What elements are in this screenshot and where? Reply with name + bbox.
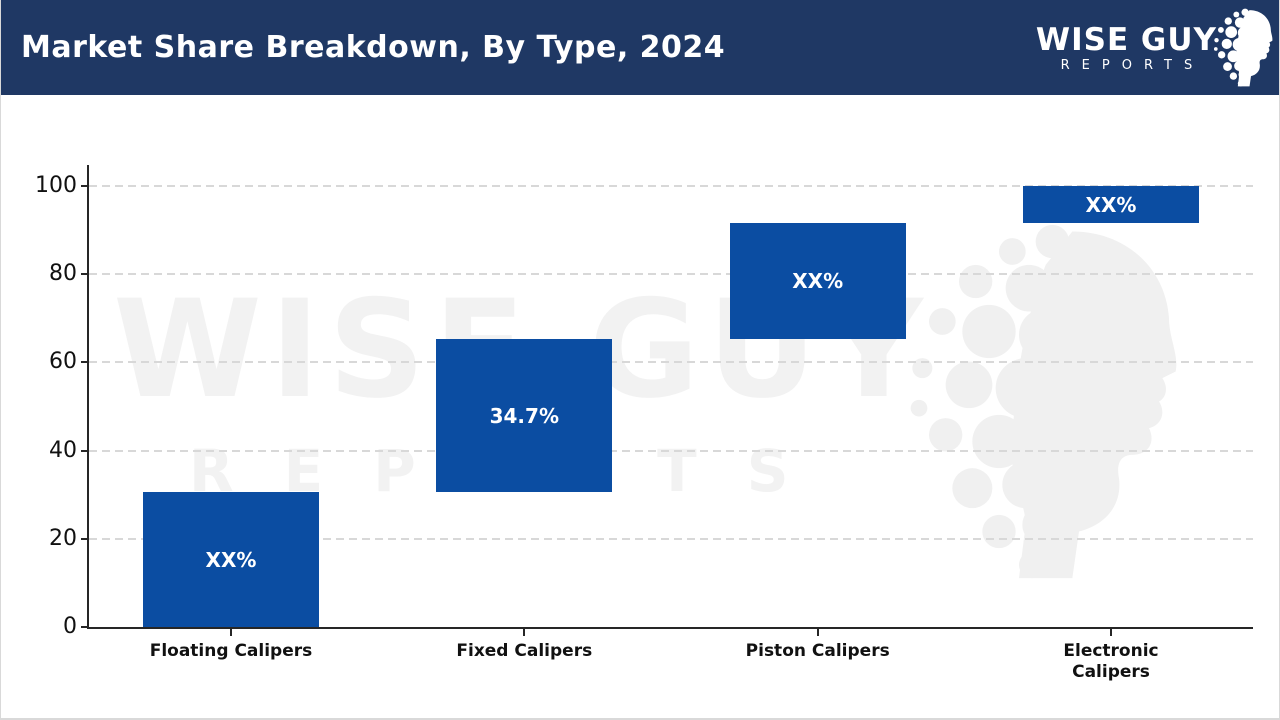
ytick-mark-40 — [81, 449, 89, 452]
bar-value-label-electronic-calipers: XX% — [1085, 192, 1137, 217]
y-axis-spine — [87, 165, 89, 629]
ytick-mark-60 — [81, 361, 89, 364]
ytick-mark-80 — [81, 273, 89, 276]
wiseguy-logo: WISE GUY REPORTS — [1036, 4, 1273, 91]
ytick-label-0: 0 — [63, 614, 77, 639]
gridline-60 — [89, 361, 1253, 364]
ytick-label-40: 40 — [49, 437, 77, 463]
bar-floating-calipers — [143, 492, 319, 627]
ytick-label-20: 20 — [49, 525, 77, 551]
logo-wordmark-line1: WISE GUY — [1035, 22, 1217, 58]
bar-fixed-calipers — [436, 339, 613, 493]
gridline-100 — [89, 185, 1253, 187]
x-label-fixed-calipers: Fixed Calipers — [456, 641, 593, 661]
gridline-40 — [89, 449, 1253, 452]
logo-wordmark: WISE GUY REPORTS — [1036, 22, 1217, 73]
xtick-mark-piston-calipers — [816, 627, 819, 636]
ytick-mark-100 — [81, 185, 89, 187]
ytick-label-60: 60 — [49, 349, 77, 375]
x-label-piston-calipers: Piston Calipers — [745, 641, 890, 661]
ytick-mark-0 — [81, 626, 89, 628]
x-axis-spine — [87, 627, 1253, 629]
ytick-mark-20 — [81, 537, 89, 540]
bar-electronic-calipers — [1023, 186, 1199, 224]
gridline-20 — [89, 537, 1253, 540]
header: Market Share Breakdown, By Type, 2024 WI… — [1, 0, 1279, 95]
ytick-label-80: 80 — [49, 261, 77, 287]
bar-value-label-fixed-calipers: 34.7% — [489, 403, 559, 428]
logo-wordmark-line2: REPORTS — [1060, 58, 1205, 73]
x-label-electronic-calipers: Electronic Calipers — [1063, 641, 1159, 683]
bar-value-label-piston-calipers: XX% — [792, 269, 844, 294]
gridline-80 — [89, 273, 1253, 276]
xtick-mark-floating-calipers — [230, 627, 232, 636]
bar-value-label-floating-calipers: XX% — [205, 547, 257, 572]
x-label-floating-calipers: Floating Calipers — [149, 641, 313, 661]
xtick-mark-fixed-calipers — [523, 627, 526, 636]
xtick-mark-electronic-calipers — [1110, 627, 1112, 636]
page-title: Market Share Breakdown, By Type, 2024 — [21, 30, 726, 65]
ytick-label-100: 100 — [35, 173, 77, 198]
bar-piston-calipers — [729, 223, 906, 340]
